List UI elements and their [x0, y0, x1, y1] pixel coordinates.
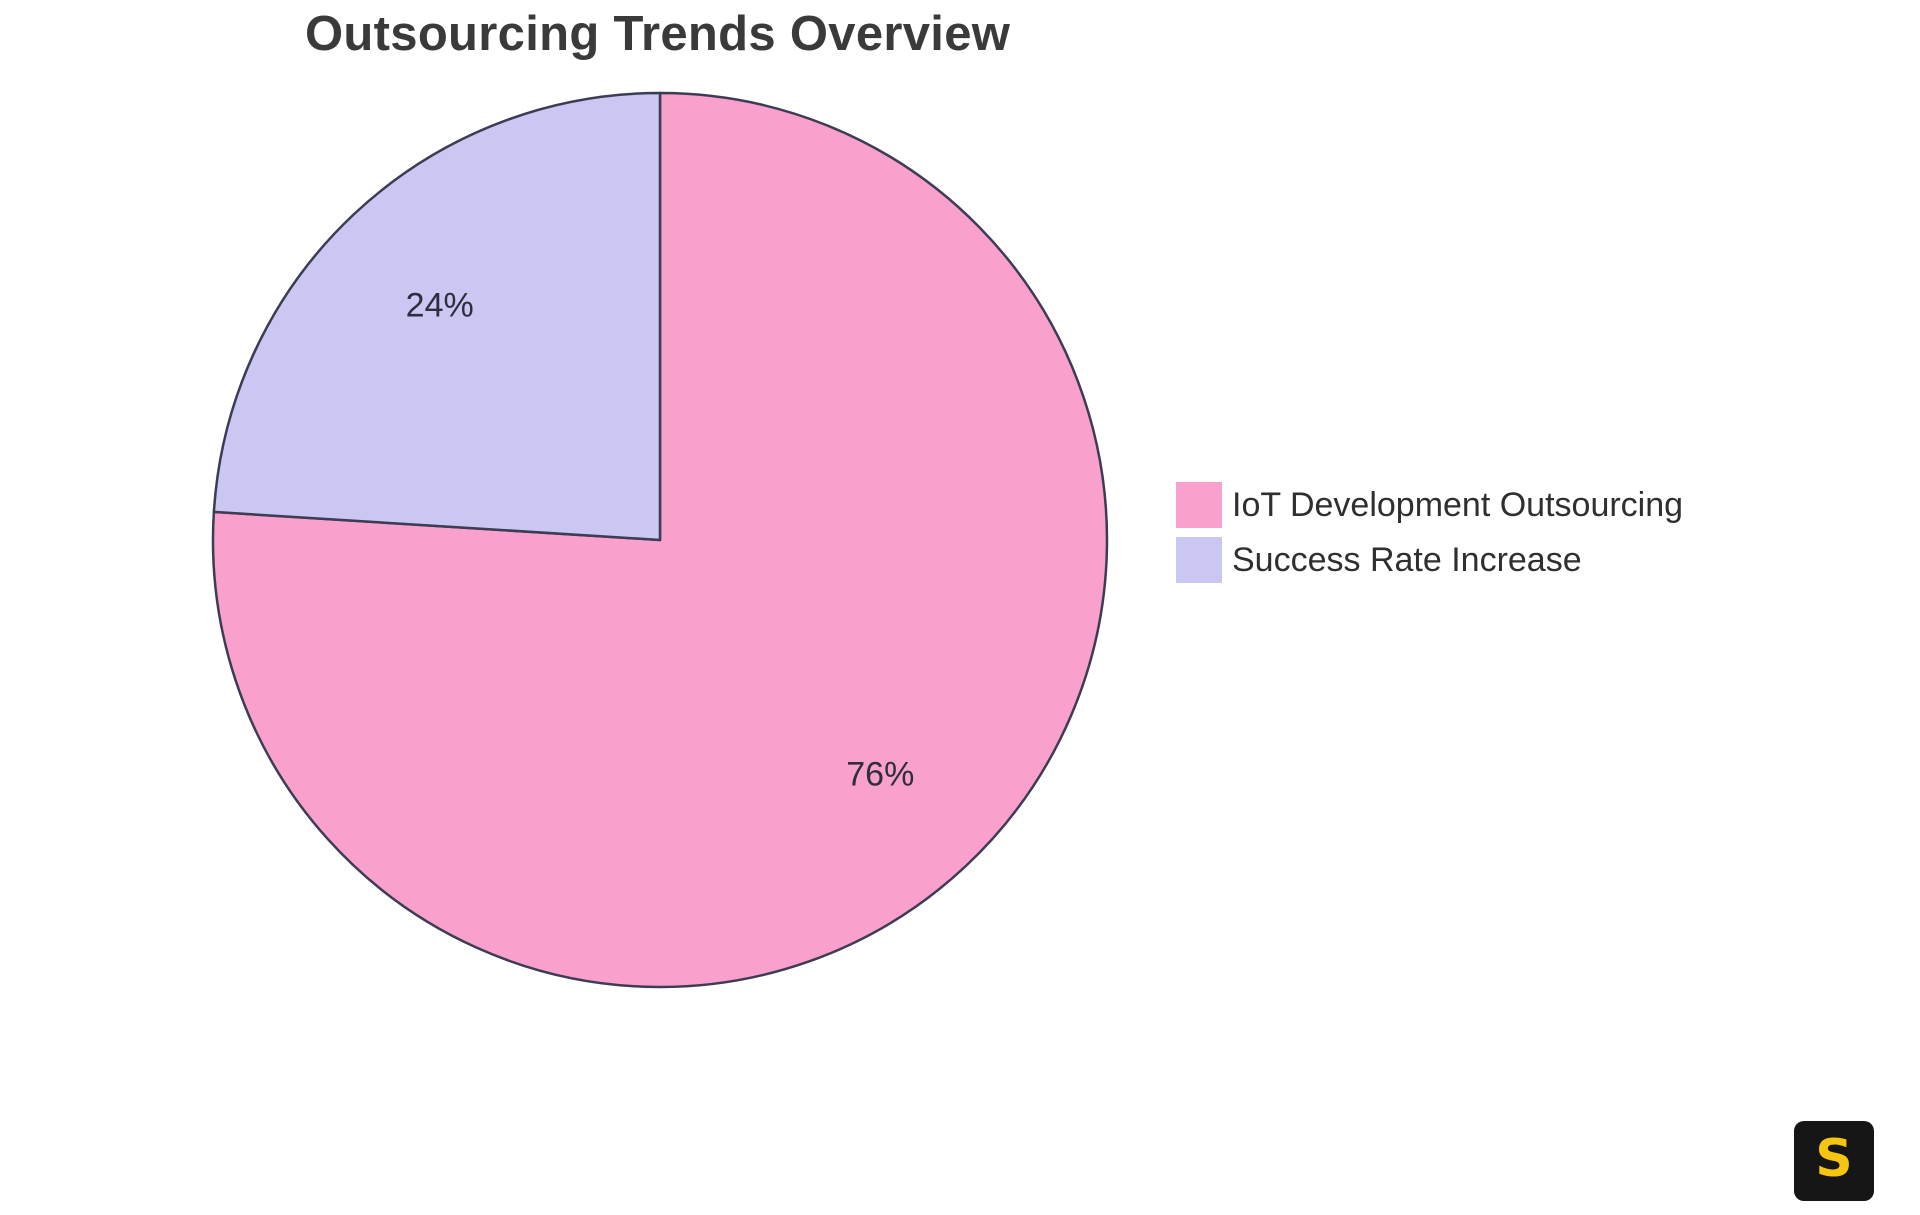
brand-logo: S	[1794, 1121, 1874, 1201]
legend-item: Success Rate Increase	[1176, 537, 1683, 583]
slice-value-label: 76%	[846, 756, 914, 794]
chart-title: Outsourcing Trends Overview	[305, 7, 1011, 61]
legend-swatch	[1176, 482, 1222, 528]
legend: IoT Development Outsourcing Success Rate…	[1176, 482, 1683, 583]
legend-item: IoT Development Outsourcing	[1176, 482, 1683, 528]
legend-swatch	[1176, 537, 1222, 583]
legend-label: Success Rate Increase	[1232, 540, 1582, 579]
legend-label: IoT Development Outsourcing	[1232, 485, 1684, 524]
pie-slice-1	[212, 91, 662, 542]
slice-value-label: 24%	[406, 286, 474, 324]
logo-letter: S	[1815, 1129, 1853, 1189]
